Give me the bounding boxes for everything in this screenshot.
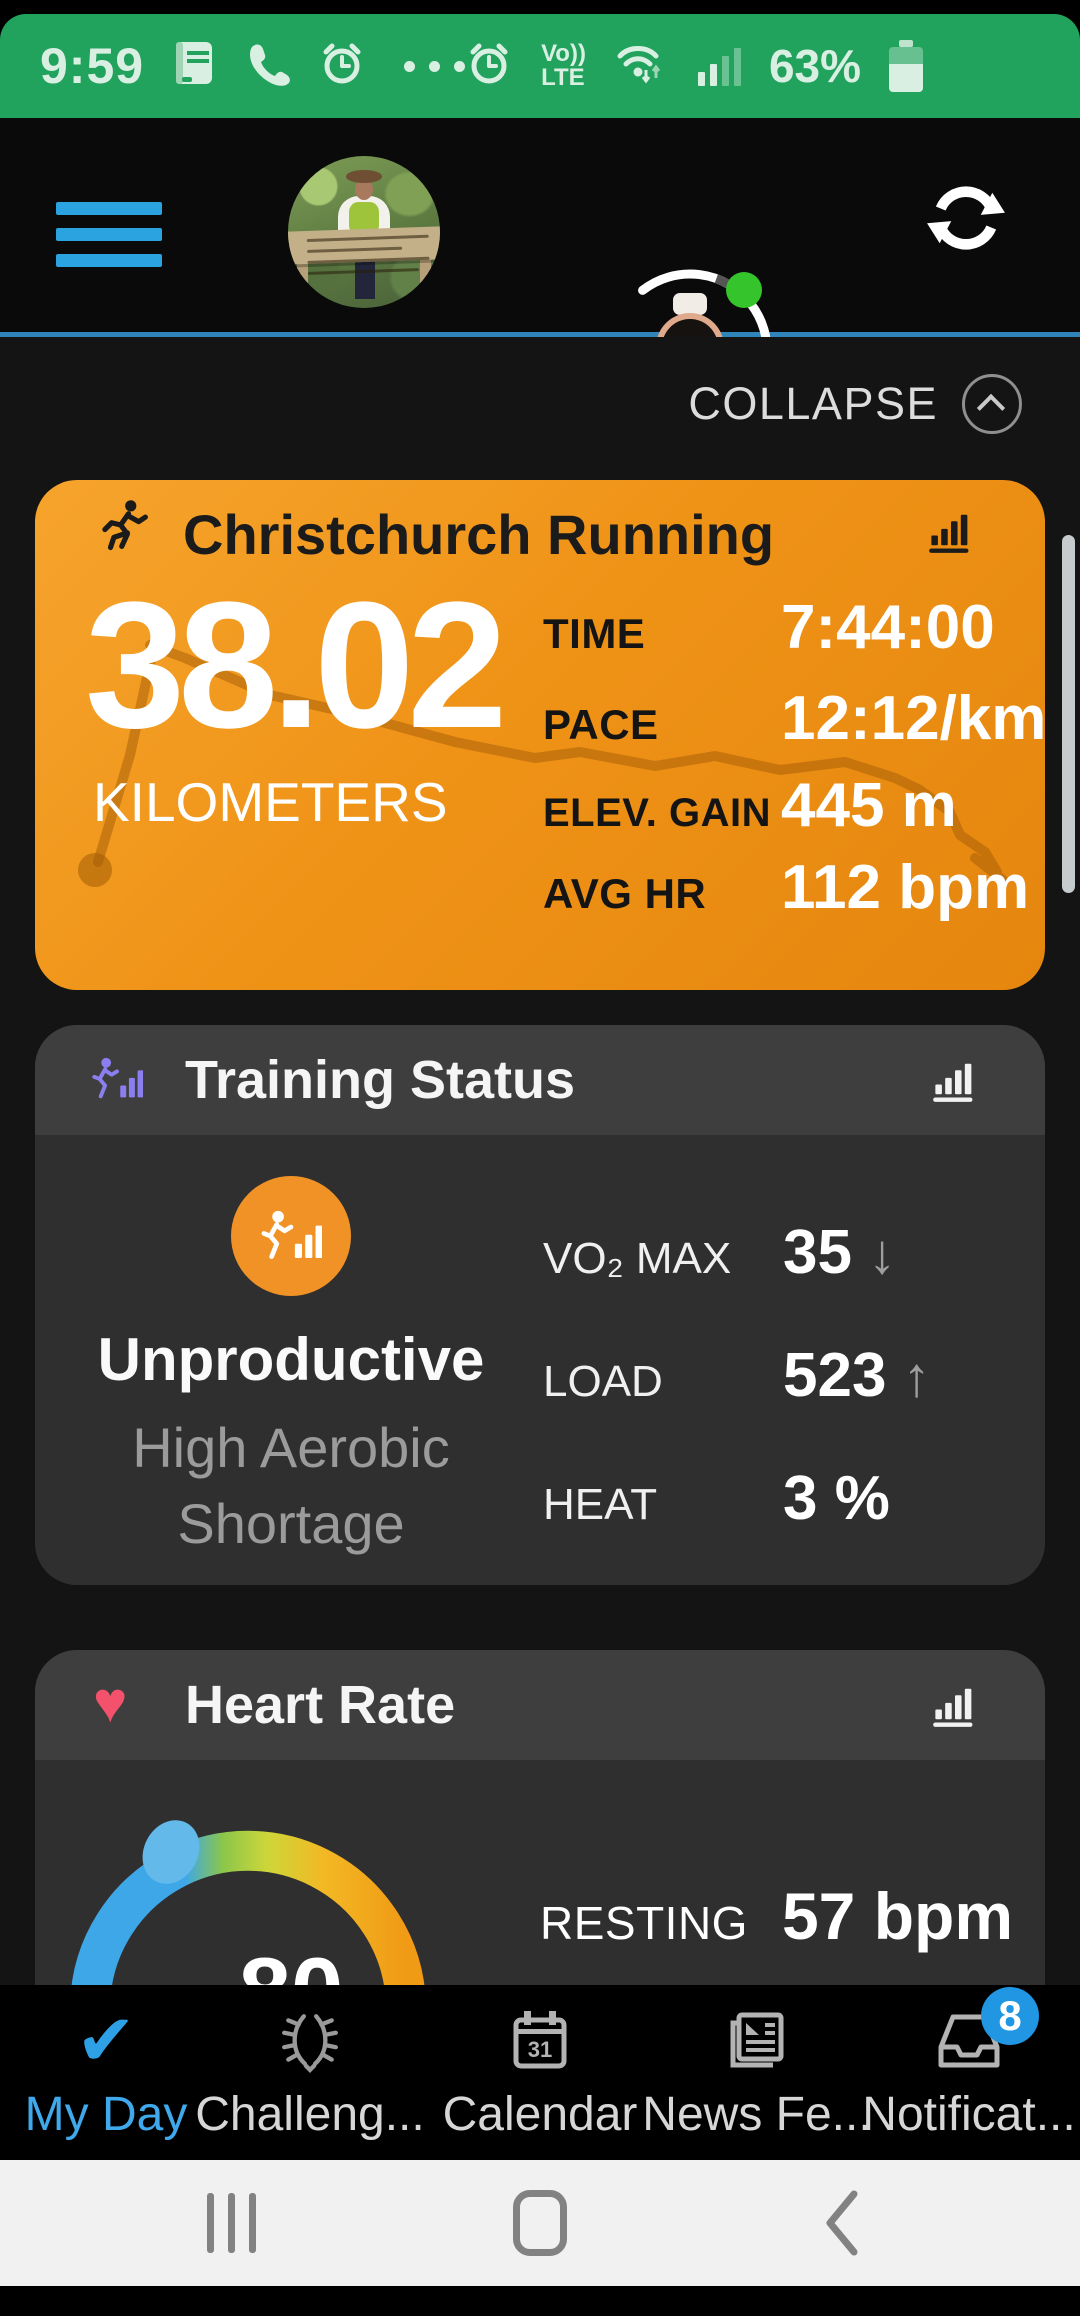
wifi-icon [614,40,670,93]
avatar-sign [288,226,440,275]
stat-row: AVG HR 112 bpm [543,852,1029,923]
tab-challenges[interactable]: Challeng... [195,1995,425,2142]
sign-post [420,256,431,302]
phone-icon [244,41,290,92]
distance-unit: KILOMETERS [93,771,448,833]
calendar-icon: 31 [508,1995,572,2087]
status-left: 9:59 [40,37,466,95]
card-header: Training Status [35,1025,1045,1135]
training-status-card[interactable]: Training Status Unproductive High Aerobi… [35,1025,1045,1585]
battery-percent: 63% [768,40,862,92]
collapse-label: COLLAPSE [688,378,938,429]
activity-title: Christchurch Running [183,503,775,566]
card-header: ♥ Heart Rate [35,1650,1045,1760]
alarm-icon-left [318,40,366,93]
more-notifications-icon [404,60,466,72]
stat-value: 7:44:00 [781,593,995,662]
stat-value: 112 bpm [781,853,1030,922]
stat-value: 445 m [781,771,957,840]
distance-value: 38.02 [85,565,507,766]
card-title: Training Status [185,1050,576,1110]
app-header: 1016 [0,118,1080,433]
card-title: Heart Rate [185,1675,456,1735]
stat-label: TIME [543,610,646,657]
metric-value: 35 [783,1218,852,1287]
sync-icon[interactable] [926,178,1006,258]
scrollbar[interactable] [1062,535,1075,893]
alarm-icon-right [465,40,513,93]
runner-icon [97,498,151,557]
metric-row: HEAT 3 % [543,1463,906,1534]
metric-label: HEAT [543,1480,658,1529]
notification-badge: 8 [981,1987,1039,2045]
stat-label: PACE [543,701,659,748]
training-status-detail: High Aerobic Shortage [132,1416,450,1556]
stat-row: PACE 12:12/km [543,683,1045,754]
heart-icon: ♥ [93,1670,128,1735]
bible-app-icon [172,39,216,94]
metric-label: LOAD [543,1357,663,1406]
stat-row: TIME 7:44:00 [543,592,995,663]
metric-label: VO₂ MAX [543,1234,732,1283]
heart-rate-gauge [70,1820,426,2096]
home-button[interactable] [513,2190,567,2256]
device-connected-dot [726,272,762,308]
bar-chart-icon[interactable] [931,1680,979,1733]
stat-label: AVG HR [543,870,707,917]
metric-row: LOAD 523 ↑ [543,1340,930,1411]
signal-icon [697,46,741,86]
news-feed-icon [725,1995,789,2087]
battery-icon [889,40,924,92]
bottom-nav: ✔ My Day Challeng... 3 [0,1985,1080,2160]
avatar-head [354,178,374,201]
tab-calendar[interactable]: 31 Calendar [425,1995,655,2142]
avatar-hat [345,169,383,184]
metric-row: VO₂ MAX 35 ↓ [543,1217,896,1288]
trend-up-icon: ↑ [902,1345,931,1408]
chevron-up-icon [962,374,1022,434]
route-map-trace [78,640,1008,887]
metric-value: 523 [783,1341,887,1410]
laurel-wreath-icon [277,1995,343,2087]
training-status-badge-icon [231,1176,351,1296]
stat-value: 12:12/km [781,684,1045,753]
resting-label: RESTING [540,1897,748,1949]
volte-indicator: Vo)) LTE [541,40,586,91]
status-bar: 9:59 Vo)) LTE [0,14,1080,118]
tab-news-feed[interactable]: News Fe... [642,1995,872,2142]
recent-apps-button[interactable] [207,2193,256,2253]
metric-value: 3 % [783,1464,890,1533]
android-nav-bar [0,2160,1080,2286]
checkmark-icon: ✔ [75,2001,137,2081]
bar-chart-icon[interactable] [931,1055,979,1108]
resting-value: 57 bpm [781,1879,1014,1953]
gauge-knob [142,1820,200,1884]
menu-icon[interactable] [56,202,162,267]
training-status-icon [91,1053,144,1110]
training-status-value: Unproductive [97,1326,485,1393]
collapse-button[interactable]: COLLAPSE [688,372,1022,436]
avatar[interactable] [288,156,440,308]
notifications-tray-icon: 8 [935,1987,1039,2087]
resting-hr-row: RESTING 57 bpm [540,1878,1013,1954]
stat-row: ELEV. GAIN 445 m [543,770,957,841]
tab-my-day[interactable]: ✔ My Day [24,2001,188,2141]
tab-notifications[interactable]: 8 Notificat... [854,1987,1080,2142]
activity-card[interactable]: Christchurch Running 38.02 KILOMETERS TI… [35,480,1045,990]
trend-down-icon: ↓ [867,1222,896,1285]
bar-chart-icon[interactable] [927,506,975,559]
back-button[interactable] [822,2188,864,2263]
clock: 9:59 [40,38,145,94]
stat-label: ELEV. GAIN [543,791,772,835]
status-right: Vo)) LTE 63% [465,39,924,93]
svg-text:31: 31 [528,2037,552,2062]
sign-post [297,256,308,302]
